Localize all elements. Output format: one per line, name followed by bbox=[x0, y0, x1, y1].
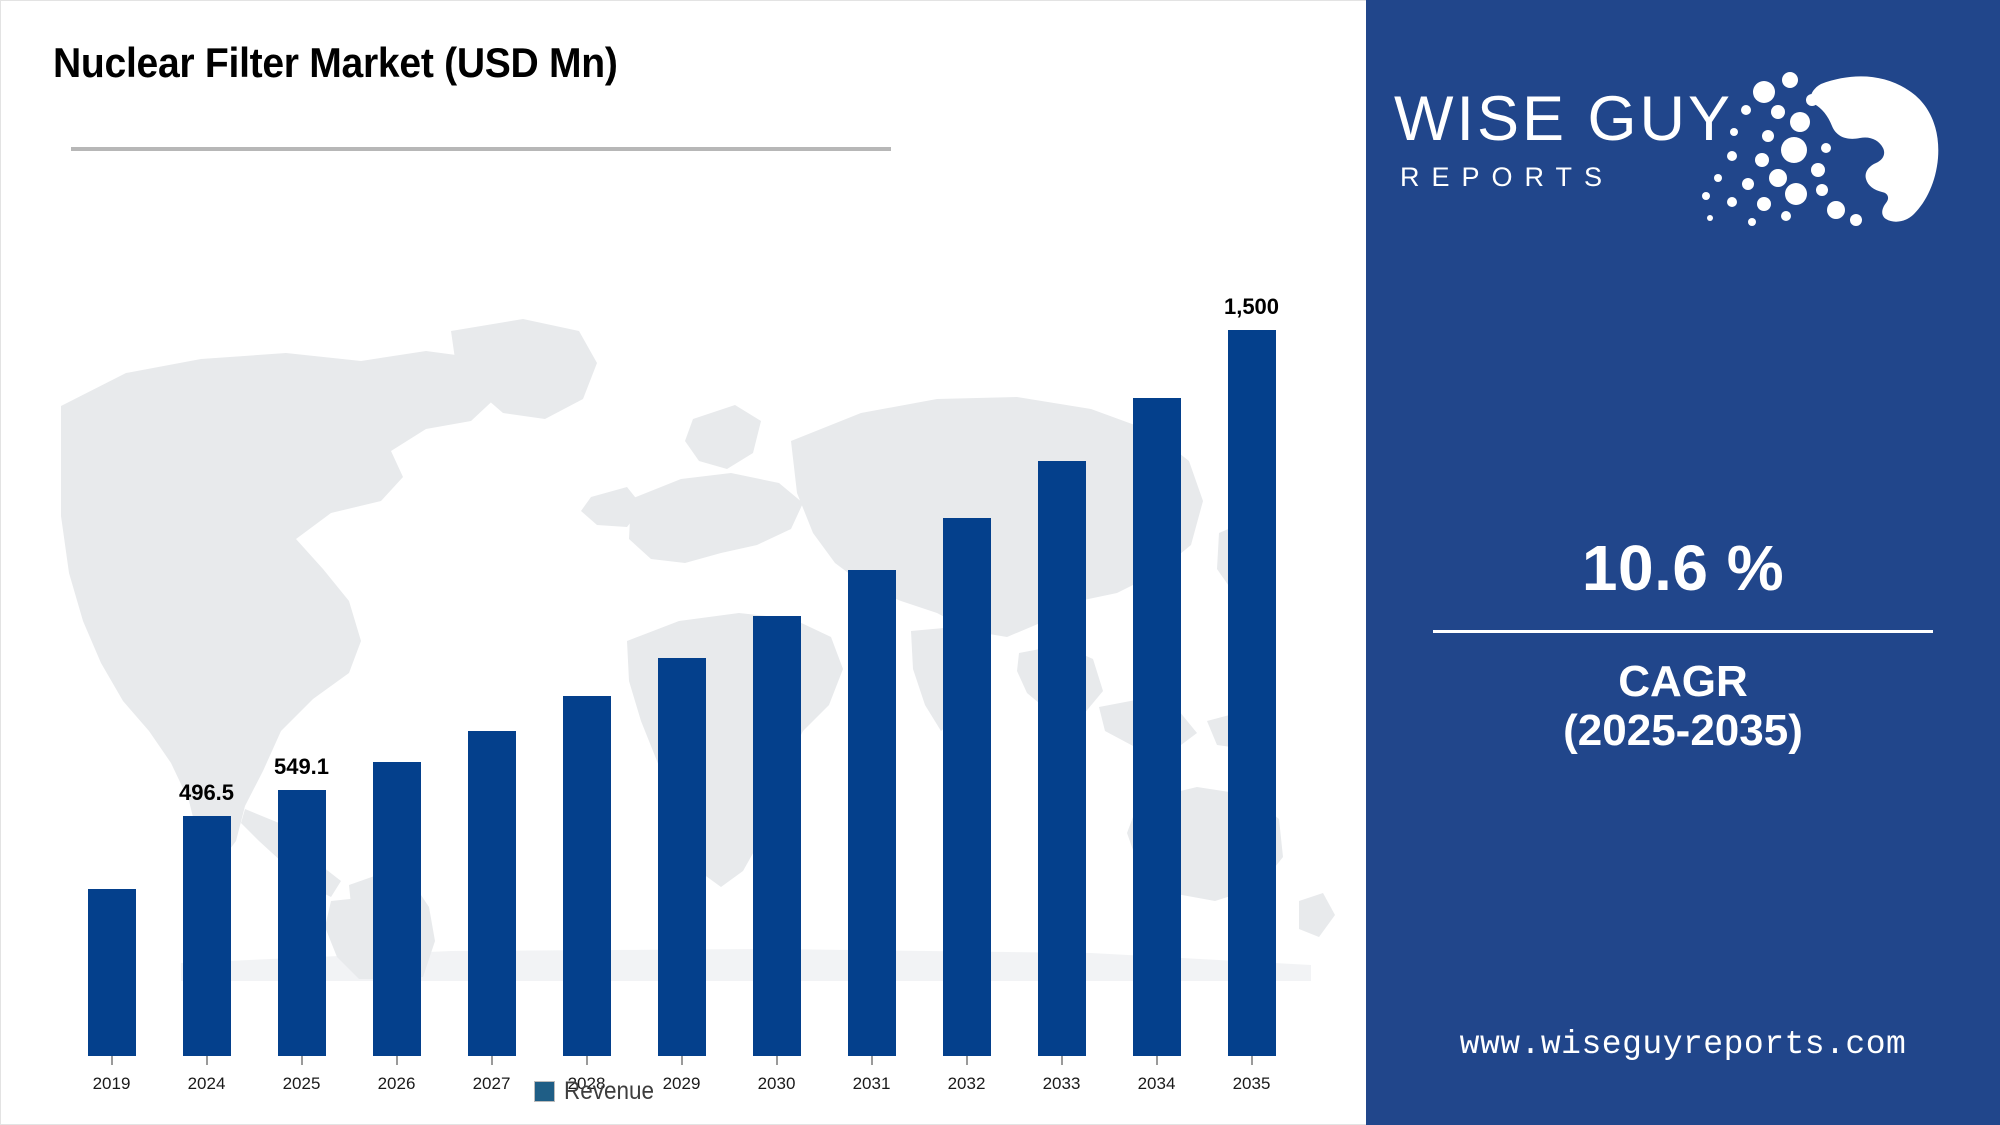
brand-panel: WISE GUY REPORTS bbox=[1366, 0, 2000, 1125]
x-axis-label-2035: 2035 bbox=[1232, 1074, 1271, 1093]
x-axis-tick-2035 bbox=[1250, 1056, 1253, 1065]
bar-slot: 2026 bbox=[349, 201, 444, 1093]
bar-slot: 549.1 2025 bbox=[254, 201, 349, 1093]
bar-slot: 2028 bbox=[539, 201, 634, 1093]
bar-slot: 2030 bbox=[729, 201, 824, 1093]
x-axis-label-2026: 2026 bbox=[377, 1074, 416, 1093]
bar-slot: 2033 bbox=[1014, 201, 1109, 1093]
bar-2028[interactable] bbox=[562, 696, 611, 1056]
x-axis-label-2024: 2024 bbox=[187, 1074, 226, 1093]
x-axis-label-2034: 2034 bbox=[1137, 1074, 1176, 1093]
x-axis-tick-2019 bbox=[110, 1056, 113, 1065]
bar-2029[interactable] bbox=[657, 658, 706, 1056]
bar-value-label-2035: 1,500 bbox=[1223, 294, 1280, 319]
bar-slot: 1,500 2035 bbox=[1204, 201, 1299, 1093]
website-url: www.wiseguyreports.com bbox=[1459, 1026, 1907, 1063]
x-axis-label-2029: 2029 bbox=[662, 1074, 701, 1093]
bar-slot: 2031 bbox=[824, 201, 919, 1093]
bar-slot: 2027 bbox=[444, 201, 539, 1093]
cagr-divider bbox=[1433, 630, 1933, 634]
x-axis-label-2025: 2025 bbox=[282, 1074, 321, 1093]
cagr-caption-line2: (2025-2035) bbox=[1563, 706, 1803, 756]
x-axis-label-2027: 2027 bbox=[472, 1074, 511, 1093]
chart-panel: Nuclear Filter Market (USD Mn) 2019 496.5… bbox=[0, 0, 1366, 1125]
bar-2031[interactable] bbox=[847, 569, 896, 1056]
bar-slot: 2029 bbox=[634, 201, 729, 1093]
title-divider bbox=[71, 147, 891, 151]
legend-label-revenue: Revenue bbox=[564, 1077, 655, 1105]
bar-2019[interactable] bbox=[87, 889, 136, 1056]
x-axis-label-2030: 2030 bbox=[757, 1074, 796, 1093]
x-axis-label-2033: 2033 bbox=[1042, 1074, 1081, 1093]
bar-2026[interactable] bbox=[372, 762, 421, 1056]
x-axis-tick-2025 bbox=[300, 1056, 303, 1065]
bar-2027[interactable] bbox=[467, 730, 516, 1056]
x-axis-tick-2028 bbox=[585, 1056, 588, 1065]
bar-2032[interactable] bbox=[942, 518, 991, 1056]
page-title: Nuclear Filter Market (USD Mn) bbox=[53, 39, 618, 86]
cagr-block: 10.6 % CAGR (2025-2035) bbox=[1366, 532, 2000, 756]
x-axis-tick-2029 bbox=[680, 1056, 683, 1065]
bar-value-label-2024: 496.5 bbox=[178, 779, 235, 805]
x-axis-tick-2027 bbox=[490, 1056, 493, 1065]
chart-legend: Revenue bbox=[534, 1077, 664, 1106]
bar-slot: 496.5 2024 bbox=[159, 201, 254, 1093]
x-axis-tick-2034 bbox=[1155, 1056, 1158, 1065]
x-axis-tick-2032 bbox=[965, 1056, 968, 1065]
wiseguyreports-logo: WISE GUY REPORTS bbox=[1366, 62, 2000, 227]
svg-text:WISE GUY: WISE GUY bbox=[1394, 84, 1733, 154]
bar-2033[interactable] bbox=[1037, 461, 1086, 1056]
x-axis-tick-2024 bbox=[205, 1056, 208, 1065]
x-axis-tick-2030 bbox=[775, 1056, 778, 1065]
x-axis-tick-2031 bbox=[870, 1056, 873, 1065]
x-axis-label-2032: 2032 bbox=[947, 1074, 986, 1093]
bar-slot: 2019 bbox=[64, 201, 159, 1093]
x-axis-label-2028: 2028 bbox=[567, 1074, 606, 1093]
bar-value-label-2025: 549.1 bbox=[273, 754, 330, 780]
bar-2035[interactable] bbox=[1227, 330, 1276, 1056]
bar-2034[interactable] bbox=[1132, 398, 1181, 1056]
x-axis-tick-2026 bbox=[395, 1056, 398, 1065]
bar-group: 2019 496.5 2024 549.1 2025 2026 2027 2028 2029 20… bbox=[31, 201, 1341, 1093]
bar-2024[interactable] bbox=[182, 815, 231, 1056]
bar-2030[interactable] bbox=[752, 616, 801, 1056]
x-axis-label-2019: 2019 bbox=[92, 1074, 131, 1093]
x-axis-label-2031: 2031 bbox=[852, 1074, 891, 1093]
bar-2025[interactable] bbox=[277, 790, 326, 1056]
svg-text:REPORTS: REPORTS bbox=[1400, 162, 1614, 192]
legend-swatch-revenue bbox=[534, 1081, 555, 1102]
bar-slot: 2034 bbox=[1109, 201, 1204, 1093]
cagr-caption: CAGR (2025-2035) bbox=[1366, 657, 2000, 756]
bar-slot: 2032 bbox=[919, 201, 1014, 1093]
cagr-value: 10.6 % bbox=[1581, 532, 1785, 604]
x-axis-tick-2033 bbox=[1060, 1056, 1063, 1065]
bar-chart-plot: 2019 496.5 2024 549.1 2025 2026 2027 2028 2029 20… bbox=[31, 201, 1341, 1093]
cagr-caption-line1: CAGR bbox=[1618, 657, 1748, 707]
